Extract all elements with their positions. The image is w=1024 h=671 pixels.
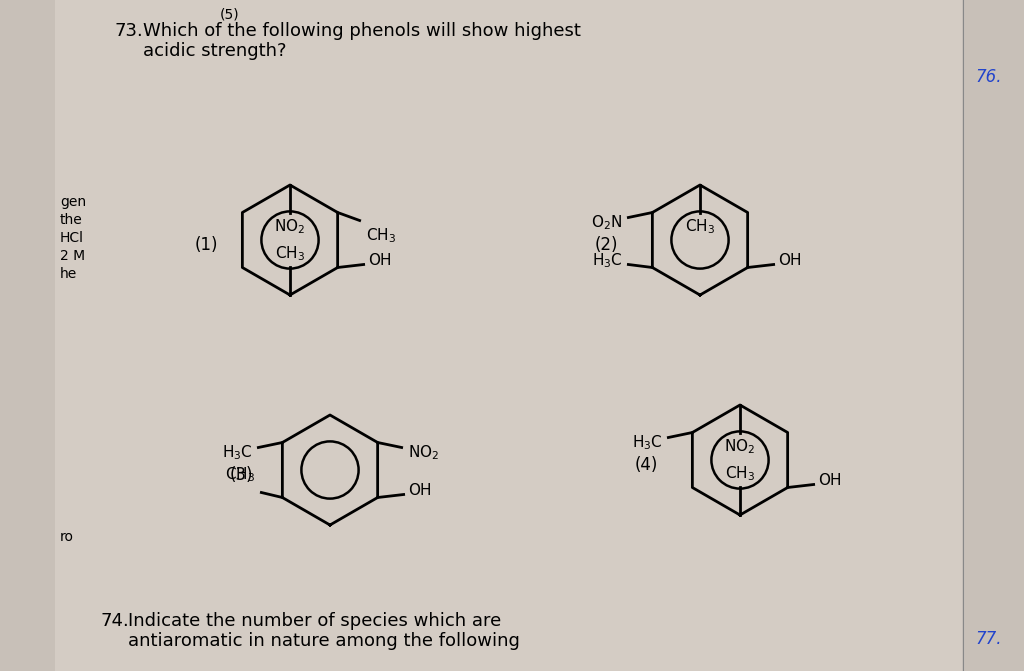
Text: CH$_3$: CH$_3$ xyxy=(725,464,755,483)
Text: (4): (4) xyxy=(635,456,658,474)
Text: OH: OH xyxy=(368,253,391,268)
Bar xyxy=(55,0,965,671)
Text: NO$_2$: NO$_2$ xyxy=(724,437,756,456)
Text: OH: OH xyxy=(777,253,801,268)
Text: NO$_2$: NO$_2$ xyxy=(408,443,439,462)
Text: 77.: 77. xyxy=(975,630,1001,648)
Text: H$_3$C: H$_3$C xyxy=(221,443,252,462)
Text: gen: gen xyxy=(60,195,86,209)
Text: 2 M: 2 M xyxy=(60,249,85,263)
Text: antiaromatic in nature among the following: antiaromatic in nature among the followi… xyxy=(128,632,520,650)
Text: O$_2$N: O$_2$N xyxy=(591,213,623,232)
Text: OH: OH xyxy=(817,473,841,488)
Text: H$_3$C: H$_3$C xyxy=(632,433,663,452)
Text: (3): (3) xyxy=(230,466,254,484)
Text: Which of the following phenols will show highest: Which of the following phenols will show… xyxy=(143,22,581,40)
Text: 73.: 73. xyxy=(115,22,143,40)
Text: (5): (5) xyxy=(220,8,240,22)
Text: 74.: 74. xyxy=(100,612,129,630)
Text: CH$_3$: CH$_3$ xyxy=(274,244,305,263)
Text: CH$_3$: CH$_3$ xyxy=(685,217,715,236)
Text: ro: ro xyxy=(60,530,74,544)
Text: 76.: 76. xyxy=(975,68,1001,86)
Text: (2): (2) xyxy=(595,236,618,254)
Text: OH: OH xyxy=(408,483,431,498)
Text: HCl: HCl xyxy=(60,231,84,245)
Text: (1): (1) xyxy=(195,236,218,254)
Text: he: he xyxy=(60,267,77,281)
Text: Indicate the number of species which are: Indicate the number of species which are xyxy=(128,612,502,630)
Text: acidic strength?: acidic strength? xyxy=(143,42,287,60)
Text: H$_3$C: H$_3$C xyxy=(592,251,623,270)
Text: CH$_3$: CH$_3$ xyxy=(225,466,255,484)
Text: the: the xyxy=(60,213,83,227)
Text: CH$_3$: CH$_3$ xyxy=(366,227,396,245)
Text: NO$_2$: NO$_2$ xyxy=(274,217,305,236)
